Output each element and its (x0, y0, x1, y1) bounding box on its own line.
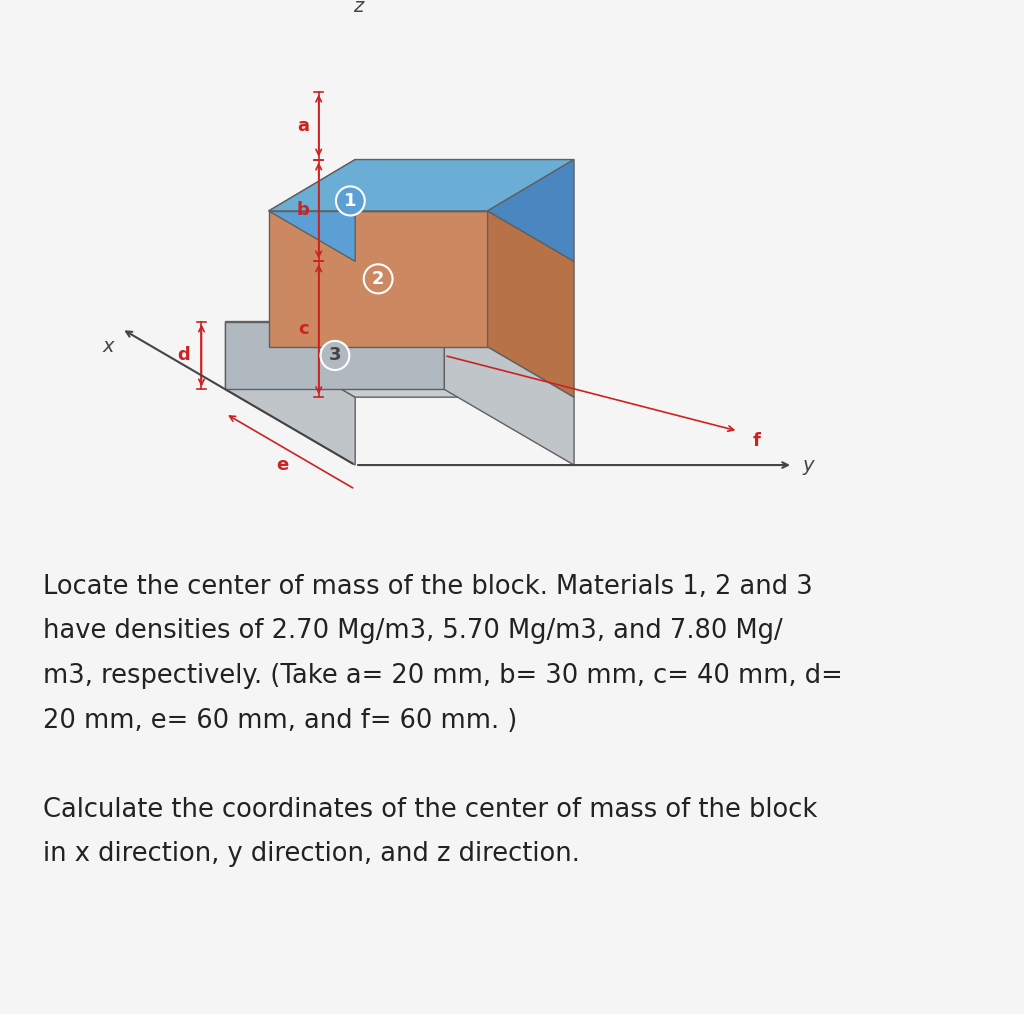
Polygon shape (225, 321, 574, 397)
Circle shape (364, 265, 392, 293)
Text: Calculate the coordinates of the center of mass of the block: Calculate the coordinates of the center … (43, 797, 817, 822)
Polygon shape (225, 321, 444, 389)
Text: b: b (296, 202, 309, 219)
Text: e: e (276, 456, 289, 475)
Text: 3: 3 (329, 347, 341, 364)
Text: y: y (803, 455, 814, 475)
Text: c: c (298, 320, 309, 339)
Text: in x direction, y direction, and z direction.: in x direction, y direction, and z direc… (43, 842, 580, 867)
Text: z: z (353, 0, 364, 16)
Polygon shape (487, 159, 574, 262)
Text: m3, respectively. (Take a= 20 mm, b= 30 mm, c= 40 mm, d=: m3, respectively. (Take a= 20 mm, b= 30 … (43, 663, 843, 689)
Circle shape (321, 341, 349, 370)
Text: d: d (177, 347, 190, 364)
Text: 1: 1 (344, 192, 356, 210)
Text: 2: 2 (372, 270, 384, 288)
Polygon shape (225, 321, 355, 465)
Text: a: a (297, 117, 309, 135)
Text: x: x (102, 337, 114, 356)
Polygon shape (268, 159, 355, 262)
Polygon shape (487, 211, 574, 397)
Polygon shape (268, 211, 487, 347)
Text: have densities of 2.70 Mg/m3, 5.70 Mg/m3, and 7.80 Mg/: have densities of 2.70 Mg/m3, 5.70 Mg/m3… (43, 619, 782, 644)
Circle shape (336, 187, 365, 215)
Text: 20 mm, e= 60 mm, and f= 60 mm. ): 20 mm, e= 60 mm, and f= 60 mm. ) (43, 708, 517, 733)
Polygon shape (444, 321, 574, 465)
Text: f: f (753, 432, 761, 450)
Polygon shape (268, 159, 574, 211)
Text: Locate the center of mass of the block. Materials 1, 2 and 3: Locate the center of mass of the block. … (43, 574, 813, 599)
